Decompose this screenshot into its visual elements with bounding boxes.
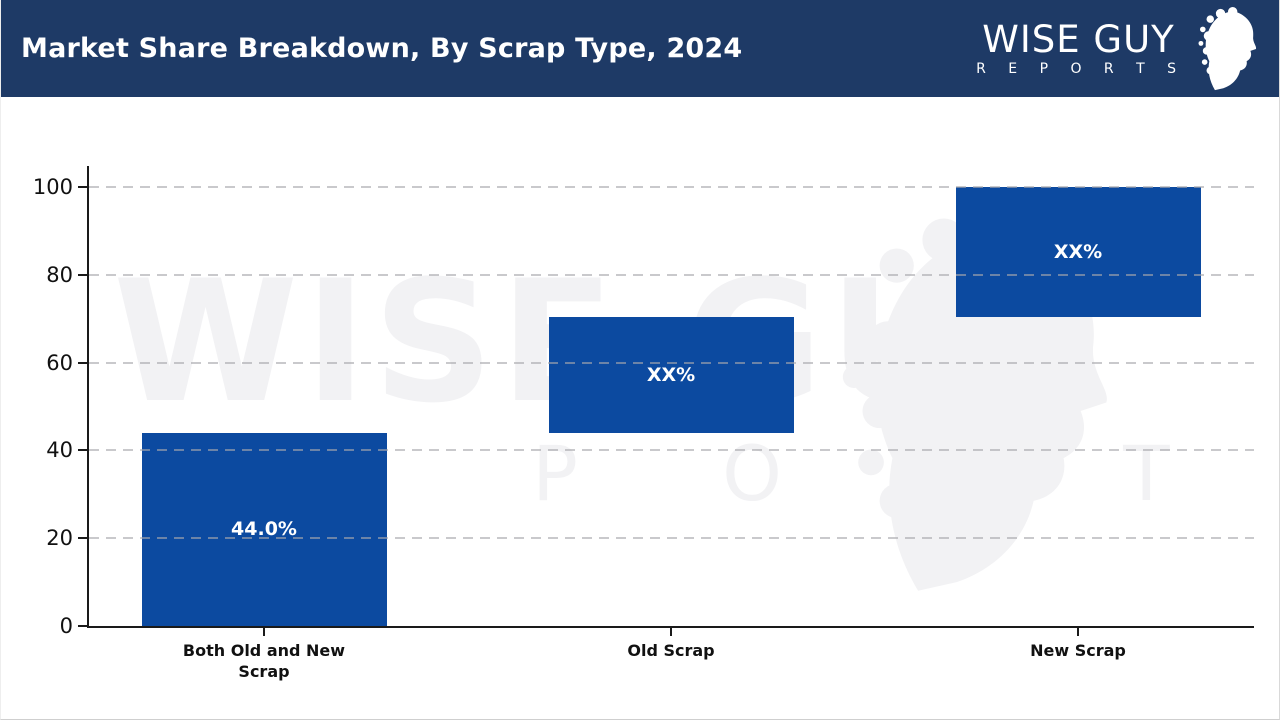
y-tick-mark bbox=[78, 361, 87, 364]
x-axis-line bbox=[87, 626, 1254, 628]
page-title: Market Share Breakdown, By Scrap Type, 2… bbox=[21, 33, 743, 64]
bar-2 bbox=[548, 316, 794, 433]
bar-1 bbox=[141, 432, 387, 626]
bar-value-label: XX% bbox=[1053, 240, 1103, 263]
bar-value-label: 44.0% bbox=[231, 518, 297, 541]
gridline-y60 bbox=[89, 361, 1254, 364]
x-tick-mark bbox=[670, 628, 672, 636]
gridline-y20 bbox=[89, 537, 1254, 540]
wiseguy-logo: WISE GUY R E P O R T S bbox=[972, 0, 1265, 97]
y-tick-label: 0 bbox=[59, 614, 73, 638]
bar-value-label: XX% bbox=[646, 363, 696, 386]
logo-brand-subtitle: R E P O R T S bbox=[976, 61, 1185, 77]
wiseguy-face-logo-icon bbox=[1198, 6, 1257, 90]
logo-brand-name: WISE GUY bbox=[982, 18, 1175, 61]
x-tick-mark bbox=[263, 628, 265, 636]
gridline-y40 bbox=[89, 449, 1254, 452]
gridline-y100 bbox=[89, 186, 1254, 188]
y-tick-mark bbox=[78, 186, 87, 188]
y-tick-label: 40 bbox=[46, 438, 73, 463]
y-tick-label: 20 bbox=[46, 526, 73, 551]
gridline-y80 bbox=[89, 273, 1254, 276]
x-category-label: New Scrap bbox=[1030, 641, 1126, 660]
y-tick-label: 80 bbox=[46, 262, 73, 287]
y-tick-mark bbox=[78, 273, 87, 276]
y-axis-line bbox=[87, 166, 89, 628]
y-tick-label: 60 bbox=[46, 350, 73, 375]
wiseguy-logo-text: WISE GUY R E P O R T S bbox=[972, 21, 1185, 76]
y-tick-mark bbox=[78, 537, 87, 540]
x-category-label: Both Old and New Scrap bbox=[182, 641, 346, 681]
x-tick-mark bbox=[1077, 628, 1079, 636]
y-tick-mark bbox=[78, 625, 87, 627]
y-tick-mark bbox=[78, 449, 87, 452]
y-tick-label: 100 bbox=[32, 175, 73, 199]
x-category-label: Old Scrap bbox=[627, 641, 715, 660]
header-band: Market Share Breakdown, By Scrap Type, 2… bbox=[1, 0, 1279, 97]
